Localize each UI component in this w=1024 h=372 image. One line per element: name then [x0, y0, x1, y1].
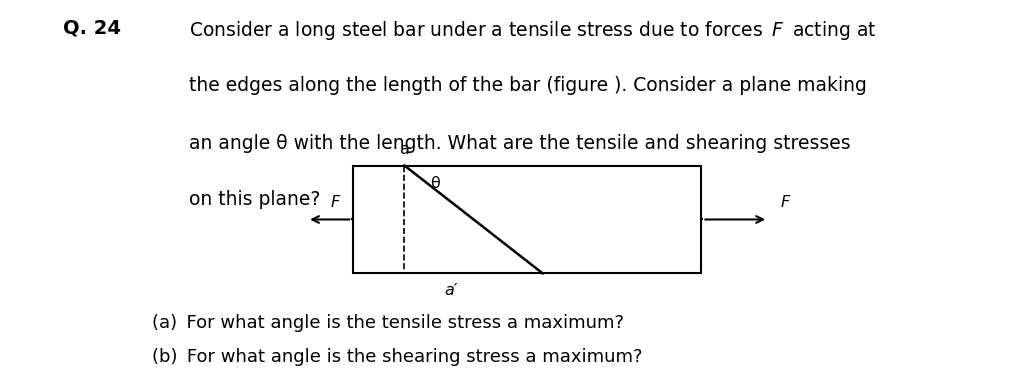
Text: the edges along the length of the bar (figure ). Consider a plane making: the edges along the length of the bar (f… — [189, 76, 867, 95]
Text: Consider a long steel bar under a tensile stress due to forces  $F$  acting at: Consider a long steel bar under a tensil… — [189, 19, 877, 42]
Text: F: F — [780, 195, 790, 210]
Text: a: a — [399, 142, 410, 157]
Bar — [353, 166, 701, 273]
Text: a′: a′ — [443, 283, 458, 298]
Text: θ: θ — [430, 176, 440, 190]
Text: an angle θ with the length. What are the tensile and shearing stresses: an angle θ with the length. What are the… — [189, 134, 851, 153]
Text: (b)  For what angle is the shearing stress a maximum?: (b) For what angle is the shearing stres… — [152, 348, 642, 366]
Text: on this plane?: on this plane? — [189, 190, 321, 209]
Text: Q. 24: Q. 24 — [63, 19, 122, 38]
Text: F: F — [330, 195, 340, 210]
Text: (a)  For what angle is the tensile stress a maximum?: (a) For what angle is the tensile stress… — [152, 314, 624, 332]
